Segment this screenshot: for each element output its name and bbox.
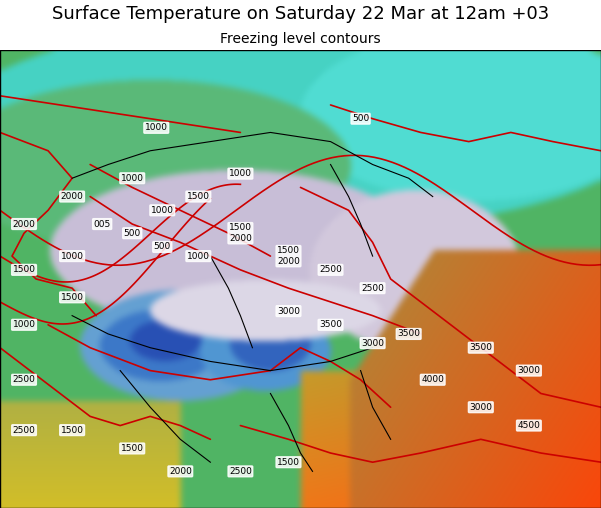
Text: 1000: 1000: [121, 174, 144, 183]
Text: Freezing level contours: Freezing level contours: [220, 32, 381, 46]
Text: 3500: 3500: [469, 343, 492, 352]
Text: 1500
2000: 1500 2000: [277, 246, 300, 266]
Text: 3000: 3000: [517, 366, 540, 375]
Text: 005: 005: [94, 219, 111, 229]
Text: Surface Temperature on Saturday 22 Mar at 12am +03: Surface Temperature on Saturday 22 Mar a…: [52, 5, 549, 23]
Text: 3000: 3000: [469, 403, 492, 412]
Text: 2500: 2500: [13, 426, 35, 435]
Text: 1000: 1000: [229, 169, 252, 178]
Text: 1500
2000: 1500 2000: [229, 224, 252, 243]
Text: 2000: 2000: [169, 467, 192, 476]
Text: 2500: 2500: [319, 265, 342, 274]
Text: 4000: 4000: [421, 375, 444, 384]
Text: 3500: 3500: [397, 330, 420, 338]
Text: 1000: 1000: [187, 251, 210, 261]
Text: 500: 500: [154, 242, 171, 251]
Text: 1000: 1000: [145, 123, 168, 133]
Text: 2500: 2500: [361, 283, 384, 293]
Text: 4500: 4500: [517, 421, 540, 430]
Text: 1000: 1000: [151, 206, 174, 215]
Text: 1500: 1500: [13, 265, 35, 274]
Text: 500: 500: [124, 229, 141, 238]
Text: 1500: 1500: [61, 293, 84, 302]
Text: 1500: 1500: [121, 444, 144, 453]
Text: 3000: 3000: [277, 306, 300, 315]
Text: 2000: 2000: [13, 219, 35, 229]
Text: 2500: 2500: [229, 467, 252, 476]
Text: 500: 500: [352, 114, 369, 123]
Text: 1500: 1500: [277, 458, 300, 467]
Text: 1500: 1500: [61, 426, 84, 435]
Text: 1500: 1500: [187, 192, 210, 201]
Text: 2000: 2000: [61, 192, 84, 201]
Text: 3500: 3500: [319, 321, 342, 329]
Text: 2500: 2500: [13, 375, 35, 384]
Text: 3000: 3000: [361, 339, 384, 347]
Text: 1000: 1000: [61, 251, 84, 261]
Text: 1000: 1000: [13, 321, 35, 329]
